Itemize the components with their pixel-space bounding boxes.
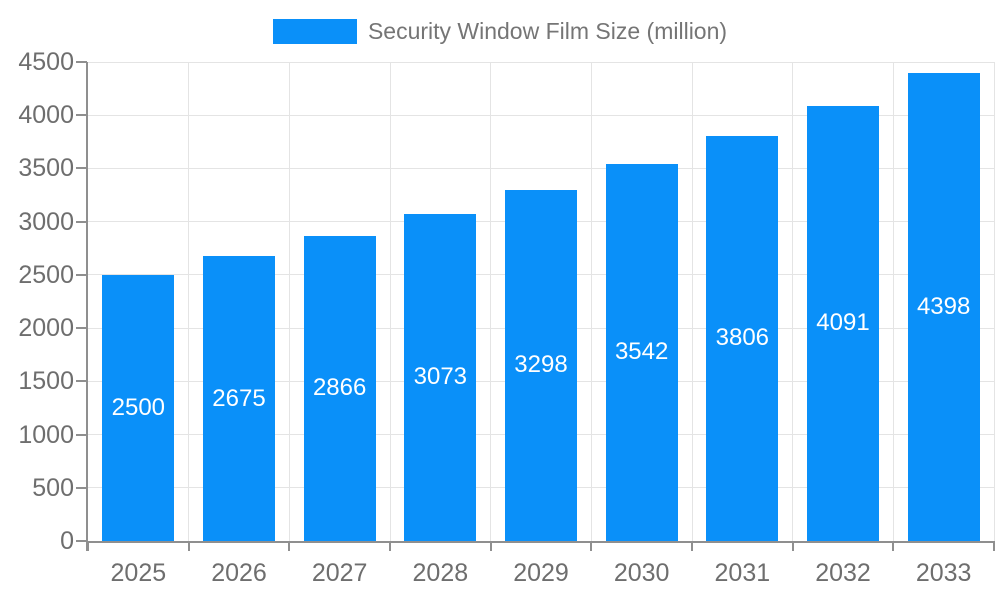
y-axis-label: 4500: [18, 48, 74, 76]
bar-value-label: 3298: [514, 351, 568, 379]
x-axis-tick: [691, 541, 693, 551]
legend-swatch-icon: [272, 19, 357, 44]
x-axis-tick: [389, 541, 391, 551]
x-axis-label: 2027: [311, 559, 368, 587]
y-axis-tick: [76, 114, 87, 117]
bar-2028[interactable]: 3073: [404, 213, 477, 541]
bar-value-label: 4398: [916, 292, 971, 320]
y-axis-label: 2500: [18, 260, 74, 289]
y-axis-label: 1500: [18, 367, 74, 396]
y-axis-tick: [76, 167, 87, 170]
x-axis-tick: [489, 541, 492, 551]
bar-value-label: 3073: [413, 363, 468, 391]
x-axis-tick: [892, 541, 895, 551]
x-axis-label: 2031: [714, 559, 771, 587]
x-axis-tick: [288, 541, 291, 551]
y-axis-tick: [76, 540, 87, 542]
x-axis-tick: [791, 541, 794, 551]
y-axis-label: 4000: [18, 101, 74, 130]
bar-2031[interactable]: 3806: [706, 135, 779, 541]
y-axis-label: 3500: [18, 154, 74, 183]
x-axis-label: 2026: [211, 559, 267, 587]
y-axis-tick: [76, 61, 87, 63]
bar-value-label: 2866: [312, 374, 367, 402]
bar-2027[interactable]: 2866: [303, 235, 376, 541]
bar-2029[interactable]: 3298: [505, 189, 577, 541]
bar-value-label: 3542: [614, 338, 669, 366]
x-axis-label: 2030: [613, 559, 670, 587]
y-axis-tick: [76, 273, 87, 276]
y-axis-label: 1000: [18, 420, 74, 449]
bar-2032[interactable]: 4091: [807, 105, 879, 541]
bar-2025[interactable]: 2500: [102, 274, 175, 541]
x-axis-tick: [590, 541, 593, 551]
x-axis-tick: [187, 541, 190, 551]
y-axis-tick: [76, 486, 87, 489]
y-axis-label: 500: [32, 473, 74, 502]
x-axis-tick: [993, 541, 995, 551]
x-axis-label: 2028: [412, 559, 469, 587]
bar-value-label: 2675: [212, 384, 266, 412]
bar-2030[interactable]: 3542: [605, 163, 678, 541]
y-axis-tick: [76, 327, 87, 330]
x-axis-line: [86, 541, 994, 543]
bar-2033[interactable]: 4398: [907, 72, 980, 541]
x-axis-tick: [87, 541, 89, 551]
legend-item[interactable]: Security Window Film Size (million): [0, 19, 1000, 44]
y-axis-label: 2000: [18, 314, 74, 343]
bar-value-label: 3806: [715, 324, 770, 352]
bar-value-label: 4091: [816, 309, 870, 337]
legend-label: Security Window Film Size (million): [367, 18, 728, 44]
x-axis-label: 2032: [815, 559, 871, 587]
x-axis-label: 2029: [513, 559, 569, 587]
y-axis-tick: [76, 220, 87, 223]
y-axis-line: [86, 62, 88, 551]
x-axis-label: 2033: [915, 559, 972, 587]
y-axis-tick: [76, 380, 87, 383]
y-axis-label: 3000: [18, 207, 74, 236]
bar-value-label: 2500: [111, 393, 166, 421]
y-axis-tick: [76, 433, 87, 436]
y-axis-label: 0: [60, 527, 74, 555]
x-axis-label: 2025: [110, 559, 167, 587]
bar-2026[interactable]: 2675: [203, 256, 275, 541]
